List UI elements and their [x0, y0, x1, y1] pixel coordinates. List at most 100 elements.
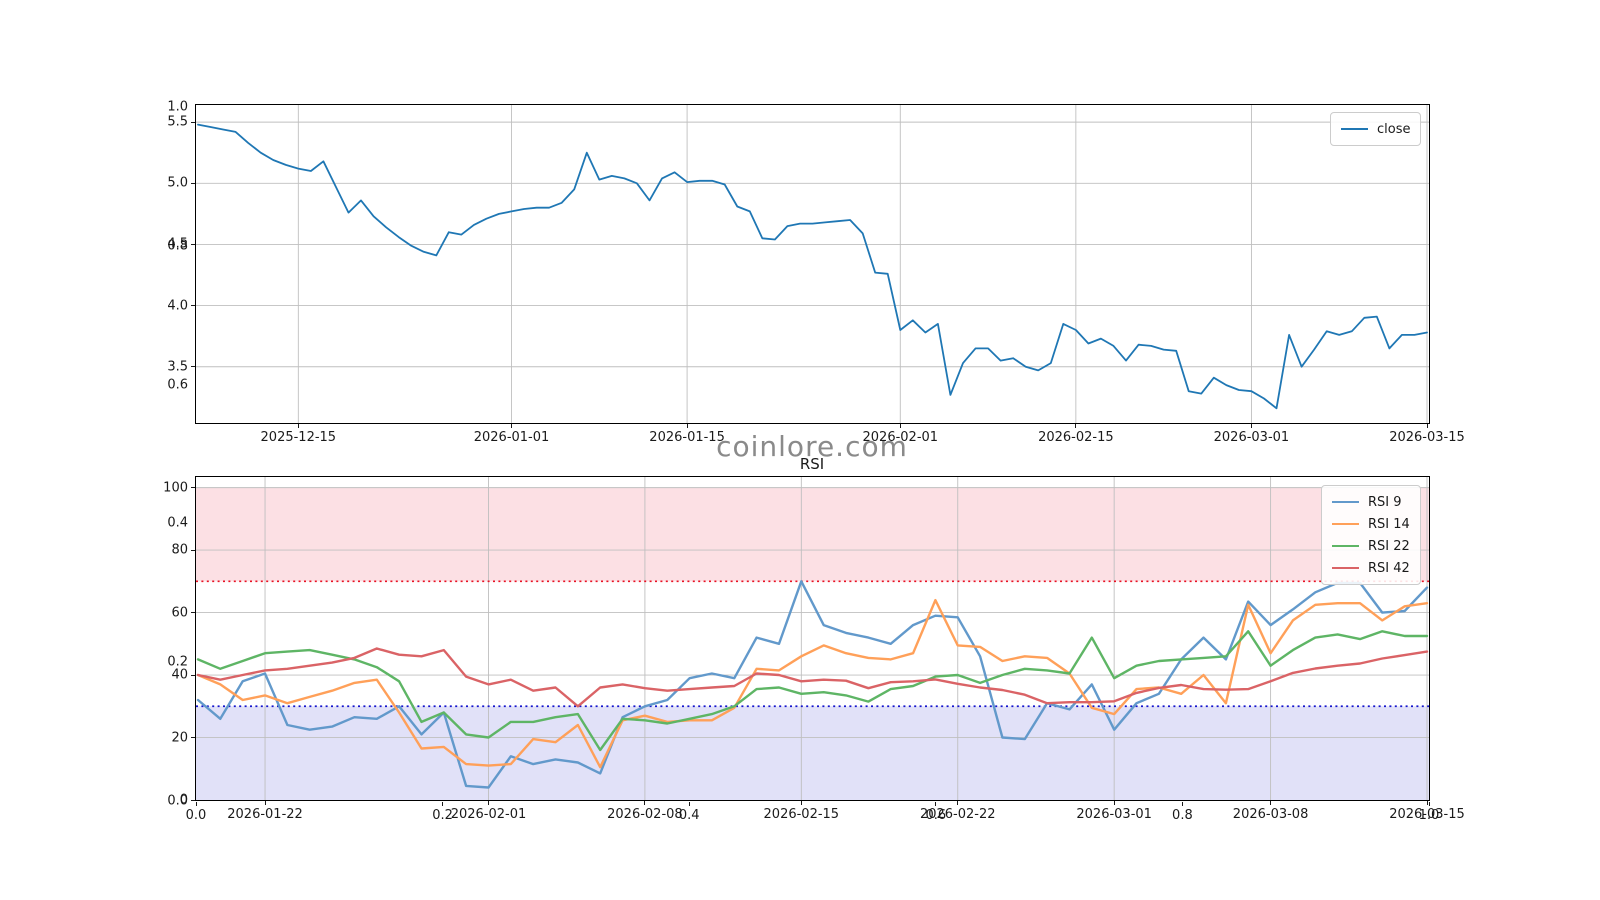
- x-tick-label: 2026-01-15: [649, 430, 725, 445]
- y-tick-label: 60: [171, 605, 188, 621]
- legend-label: RSI 9: [1368, 494, 1402, 510]
- y-tick-label: 40: [171, 667, 188, 683]
- figure-y-tick-label: 1.0: [167, 99, 188, 115]
- legend-line-swatch: [1332, 567, 1359, 569]
- figure-x-tick-label: 0.4: [678, 808, 700, 823]
- y-tick-mark: [191, 366, 195, 368]
- legend-label: RSI 14: [1368, 516, 1410, 532]
- x-tick-label: 2026-02-22: [919, 807, 996, 822]
- rsi-chart-svg: [196, 477, 1429, 800]
- figure-x-tick-label: 1.0: [1418, 808, 1440, 823]
- x-tick-mark: [511, 424, 513, 428]
- y-tick-mark: [191, 674, 195, 676]
- legend-label: RSI 42: [1368, 560, 1410, 576]
- x-tick-label: 2026-02-01: [862, 430, 939, 445]
- x-tick-label: 2026-02-08: [607, 807, 683, 822]
- x-tick-mark: [644, 801, 646, 805]
- figure-x-tick-label: 0.6: [925, 808, 947, 823]
- rsi-legend: RSI 9 RSI 14 RSI 22 RSI 42: [1321, 485, 1421, 585]
- x-tick-mark: [1270, 801, 1272, 805]
- x-tick-label: 2026-03-01: [1213, 430, 1290, 445]
- y-tick-label: 100: [163, 480, 188, 496]
- figure-y-tick-label: 0.6: [167, 377, 188, 393]
- x-tick-mark: [686, 424, 688, 428]
- y-tick-label: 20: [171, 730, 188, 746]
- price-legend: close: [1330, 112, 1422, 146]
- legend-label: close: [1377, 121, 1411, 137]
- y-tick-label: 80: [171, 542, 188, 558]
- rsi-chart-title: RSI: [799, 455, 825, 473]
- series-close: [197, 123, 1428, 410]
- overbought-zone: [196, 487, 1429, 582]
- y-tick-mark: [191, 487, 195, 489]
- x-tick-mark: [1250, 424, 1252, 428]
- x-tick-mark: [1426, 424, 1428, 428]
- y-tick-label: 3.5: [167, 359, 188, 375]
- y-tick-mark: [191, 182, 195, 184]
- watermark: coinlore.com: [716, 430, 908, 463]
- x-tick-mark: [297, 424, 299, 428]
- x-tick-mark: [487, 801, 489, 805]
- legend-label: RSI 22: [1368, 538, 1410, 554]
- x-tick-mark: [1075, 424, 1077, 428]
- y-tick-mark: [191, 243, 195, 245]
- series-rsi-22: [196, 630, 1429, 752]
- x-tick-label: 2026-01-01: [473, 430, 550, 445]
- price-chart-plot-area: [195, 104, 1430, 424]
- legend-line-swatch: [1332, 545, 1359, 547]
- y-tick-label: 4.0: [167, 298, 188, 314]
- figure-x-tick-mark: [442, 802, 444, 806]
- x-tick-mark: [1426, 801, 1428, 805]
- figure-y-tick-label: 0.2: [167, 654, 188, 670]
- oversold-zone: [196, 706, 1429, 800]
- rsi-chart-plot-area: [195, 476, 1430, 801]
- legend-line-swatch: [1332, 523, 1359, 525]
- figure-y-tick-label: 0.8: [167, 238, 188, 254]
- legend-line-swatch: [1341, 128, 1368, 130]
- price-chart-svg: [196, 105, 1429, 423]
- y-tick-mark: [191, 549, 195, 551]
- y-tick-mark: [191, 305, 195, 307]
- y-tick-mark: [191, 799, 195, 801]
- legend-entry: RSI 9: [1332, 491, 1410, 513]
- figure-y-tick-label: 0.0: [167, 793, 188, 809]
- figure-x-tick-mark: [1181, 802, 1183, 806]
- figure-x-tick-mark: [688, 802, 690, 806]
- figure-x-tick-label: 0.0: [185, 808, 207, 823]
- x-tick-label: 2026-02-15: [1038, 430, 1114, 445]
- y-tick-label: 5.5: [167, 114, 188, 130]
- y-tick-mark: [191, 121, 195, 123]
- figure-x-tick-mark: [1428, 802, 1430, 806]
- legend-entry: close: [1341, 118, 1410, 140]
- series-rsi-14: [196, 598, 1429, 769]
- legend-entry: RSI 14: [1332, 513, 1410, 535]
- x-tick-label: 2026-03-15: [1389, 430, 1465, 445]
- y-tick-label: 0: [179, 792, 188, 808]
- figure-y-tick-label: 0.4: [167, 515, 188, 531]
- x-tick-label: 2026-03-15: [1389, 807, 1465, 822]
- figure-x-tick-mark: [935, 802, 937, 806]
- x-tick-label: 2026-01-22: [227, 807, 303, 822]
- x-tick-mark: [1113, 801, 1115, 805]
- figure-x-tick-label: 0.8: [1172, 808, 1193, 823]
- x-tick-label: 2025-12-15: [260, 430, 337, 445]
- legend-entry: RSI 42: [1332, 557, 1410, 579]
- legend-entry: RSI 22: [1332, 535, 1410, 557]
- x-tick-mark: [899, 424, 901, 428]
- y-tick-label: 4.5: [167, 236, 188, 252]
- legend-line-swatch: [1332, 501, 1359, 503]
- y-tick-mark: [191, 737, 195, 739]
- x-tick-label: 2026-03-01: [1076, 807, 1152, 822]
- x-tick-label: 2026-03-08: [1232, 807, 1309, 822]
- x-tick-label: 2026-02-01: [450, 807, 527, 822]
- y-tick-label: 5.0: [167, 175, 188, 191]
- y-tick-mark: [191, 612, 195, 614]
- x-tick-mark: [800, 801, 802, 805]
- series-rsi-42: [196, 647, 1429, 708]
- x-tick-mark: [264, 801, 266, 805]
- x-tick-mark: [957, 801, 959, 805]
- figure-x-tick-label: 0.2: [432, 808, 453, 823]
- x-tick-label: 2026-02-15: [763, 807, 840, 822]
- figure-x-tick-mark: [195, 802, 197, 806]
